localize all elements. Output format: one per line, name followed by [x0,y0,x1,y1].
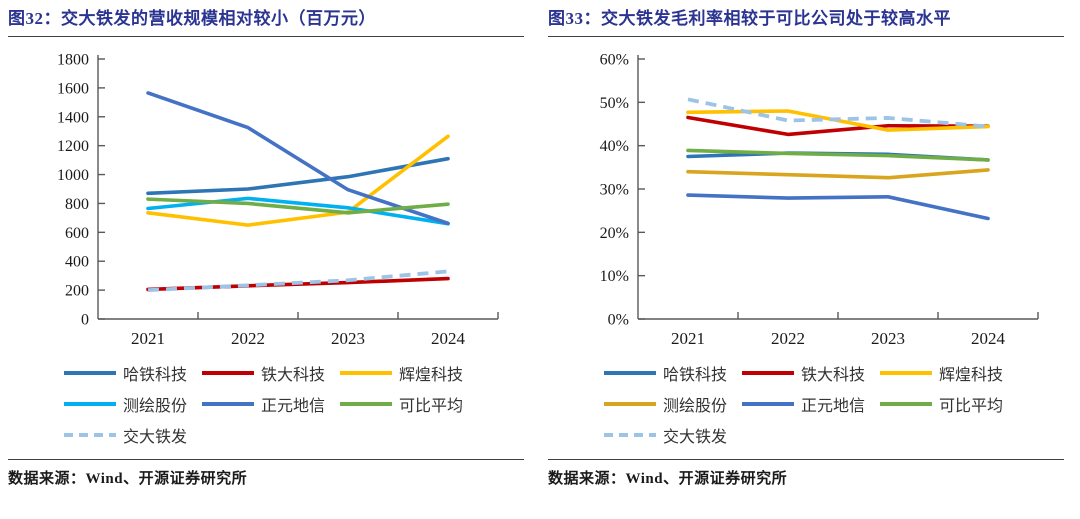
legend-label: 辉煌科技 [399,366,464,384]
legend-item-4: 正元地信 [742,388,880,419]
y-axis-tick-label: 40% [600,138,629,155]
legend-item-3: 测绘股份 [604,388,742,419]
series-line [146,197,450,215]
y-axis-tick-label: 10% [600,268,629,285]
x-axis-category-label: 2024 [431,329,466,348]
legend-line-swatch [340,401,392,406]
figure-33-panel: 图33：交大铁发毛利率相较于可比公司处于较高水平 0% 10% 20% 30% 40% 5… [540,0,1080,519]
series-line [146,156,450,196]
figure-32-legend: 哈铁科技 铁大科技 辉煌科技测绘股份 正元地信 可比平均交大铁发 [64,357,524,450]
series-line [146,134,450,227]
x-axis-category-label: 2023 [871,329,905,348]
figure-32-title: 图32：交大铁发的营收规模相对较小（百万元） [8,6,524,37]
legend-line-swatch [64,432,116,437]
legend-item-0: 哈铁科技 [64,357,202,388]
figure-32-line-chart: 0 200 400 600 800 1000 1200 1400 1600 1800 2021 202… [57,52,499,348]
y-axis-tick-label: 1800 [57,52,89,69]
y-axis-tick-label: 20% [600,225,629,242]
y-axis-tick-label: 0% [608,312,629,329]
series-line [146,196,450,226]
y-axis-tick-label: 1400 [57,109,89,126]
series-line [686,148,990,162]
legend-item-2: 辉煌科技 [880,357,1018,388]
figure-33-legend: 哈铁科技 铁大科技 辉煌科技测绘股份 正元地信 可比平均交大铁发 [604,357,1064,450]
legend-item-0: 哈铁科技 [604,357,742,388]
legend-item-5: 可比平均 [340,388,478,419]
legend-label: 测绘股份 [123,397,188,415]
figure-33-source: 数据来源：Wind、开源证券研究所 [548,459,1064,488]
y-axis-tick-label: 1600 [57,80,89,97]
legend-line-swatch [64,401,116,406]
legend-item-3: 测绘股份 [64,388,202,419]
legend-line-swatch [604,432,656,437]
legend-label: 铁大科技 [261,366,326,384]
series-line [686,193,990,221]
y-axis-tick-label: 600 [65,225,89,242]
x-axis-category-label: 2022 [771,329,805,348]
x-axis-category-label: 2021 [671,329,705,348]
legend-line-swatch [202,370,254,375]
series-line [686,168,990,180]
legend-line-swatch [880,370,932,375]
series-line [686,115,990,137]
x-axis-category-label: 2022 [231,329,265,348]
y-axis-tick-label: 0 [81,312,89,329]
y-axis-tick-label: 30% [600,182,629,199]
y-axis-tick-label: 1000 [57,167,89,184]
legend-line-swatch [742,370,794,375]
legend-item-6: 交大铁发 [64,419,202,450]
figure-32-source: 数据来源：Wind、开源证券研究所 [8,459,524,488]
legend-label: 正元地信 [801,397,866,415]
x-axis-category-label: 2024 [971,329,1006,348]
y-axis-tick-label: 50% [600,95,629,112]
legend-item-2: 辉煌科技 [340,357,478,388]
y-axis-tick-label: 800 [65,196,89,213]
x-axis-category-label: 2021 [131,329,165,348]
legend-line-swatch [880,401,932,406]
legend-label: 可比平均 [939,397,1004,415]
legend-label: 交大铁发 [663,428,728,446]
legend-label: 测绘股份 [663,397,728,415]
legend-item-1: 铁大科技 [742,357,880,388]
legend-label: 哈铁科技 [663,366,728,384]
y-axis-tick-label: 60% [600,52,629,69]
y-axis-tick-label: 400 [65,254,89,271]
legend-line-swatch [202,401,254,406]
series-line [147,269,449,293]
legend-item-4: 正元地信 [202,388,340,419]
legend-line-swatch [64,370,116,375]
legend-label: 正元地信 [261,397,326,415]
figure-32-panel: 图32：交大铁发的营收规模相对较小（百万元） 0 200 400 600 800 1000… [8,6,524,488]
legend-item-5: 可比平均 [880,388,1018,419]
figure-33-line-chart: 0% 10% 20% 30% 40% 50% 60% 2021 2022 2023 2024 [600,52,1039,348]
legend-label: 辉煌科技 [939,366,1004,384]
y-axis-tick-label: 1200 [57,138,89,155]
legend-label: 铁大科技 [801,366,866,384]
legend-label: 哈铁科技 [123,366,188,384]
legend-item-1: 铁大科技 [202,357,340,388]
y-axis-tick-label: 200 [65,283,89,300]
legend-label: 交大铁发 [123,428,188,446]
legend-line-swatch [340,370,392,375]
figure-33-title: 图33：交大铁发毛利率相较于可比公司处于较高水平 [548,6,1064,37]
series-line [687,97,989,129]
legend-line-swatch [604,401,656,406]
legend-line-swatch [604,370,656,375]
legend-item-6: 交大铁发 [604,419,742,450]
x-axis-category-label: 2023 [331,329,365,348]
legend-line-swatch [742,401,794,406]
legend-label: 可比平均 [399,397,464,415]
series-line [146,91,450,226]
